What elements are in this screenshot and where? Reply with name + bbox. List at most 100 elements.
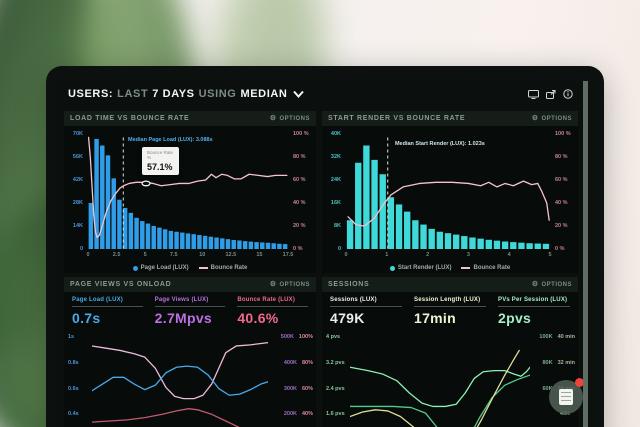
- bar: [428, 228, 435, 249]
- tick-label: 0.4s: [68, 411, 79, 418]
- tick-label: 70K: [72, 131, 83, 137]
- tick-label: 32K: [330, 154, 341, 160]
- bar: [363, 145, 370, 249]
- metric-page-views: Page Views (LUX) 2.7Mpvs: [154, 297, 226, 326]
- bar: [220, 238, 225, 249]
- bar: [128, 212, 134, 249]
- share-icon[interactable]: [546, 89, 556, 99]
- tick-label: 28K: [72, 200, 83, 206]
- tick-label: 56K: [72, 154, 83, 160]
- tick-label: 100K 40 min: [539, 334, 575, 340]
- options-button[interactable]: ⚙ OPTIONS: [269, 115, 310, 122]
- tick-label: 0 %: [555, 246, 565, 252]
- bar: [208, 236, 214, 249]
- tick-label: 40K: [330, 131, 341, 137]
- bar: [88, 203, 94, 249]
- chart-area: 40K 32K 24K 16K 8K 0 100 % 80 % 60 % 40 % 20 % 0 %…: [322, 126, 578, 273]
- panel-page-views-vs-onload: PAGE VIEWS VS ONLOAD ⚙ OPTIONS Page Load …: [64, 277, 316, 427]
- panel-title: SESSIONS: [328, 281, 370, 288]
- bar: [461, 236, 468, 249]
- legend-item[interactable]: Bounce Rate: [461, 265, 510, 271]
- panel-sessions: SESSIONS ⚙ OPTIONS Sessions (LUX) 479K Se…: [322, 277, 578, 427]
- tooltip-marker: [142, 181, 150, 186]
- bar: [157, 227, 162, 249]
- y-axis-right: 100 % 80 % 60 % 40 % 20 % 0 %: [290, 131, 316, 252]
- tick-label: 2: [426, 252, 430, 258]
- info-icon[interactable]: [563, 89, 573, 99]
- series-line: [92, 409, 268, 427]
- chart-area: 4 pvs 3.2 pvs 2.4 pvs 1.6 pvs 100K 40 min 80K…: [322, 331, 578, 427]
- tick-label: 3.2 pvs: [326, 359, 345, 366]
- bar: [355, 162, 362, 249]
- tick-label: 1.6 pvs: [326, 411, 345, 418]
- bar: [260, 242, 265, 249]
- bar: [271, 243, 276, 249]
- bar: [214, 237, 219, 249]
- metric-label: Bounce Rate (LUX): [237, 297, 309, 307]
- bar: [248, 241, 254, 249]
- metric-label: PVs Per Session (LUX): [498, 297, 570, 307]
- metric-value: 2pvs: [498, 310, 532, 326]
- legend-item[interactable]: Page Load (LUX): [132, 265, 189, 271]
- options-button[interactable]: ⚙ OPTIONS: [269, 281, 310, 288]
- tick-label: 10: [199, 252, 206, 258]
- bar: [518, 242, 525, 249]
- y-axis-left: 70K 56K 42K 28K 14K 0: [64, 131, 86, 252]
- metric-page-load: Page Load (LUX) 0.7s: [72, 297, 143, 326]
- chevron-down-icon[interactable]: [293, 90, 305, 98]
- metrics-row: Sessions (LUX) 479K Session Length (LUX)…: [322, 292, 578, 329]
- tick-label: 1: [385, 252, 389, 258]
- dashboard-screen: USERS: LAST 7 DAYS USING MEDIAN: [58, 81, 588, 427]
- tick-label: 17.5: [282, 252, 294, 258]
- series-line: [89, 137, 287, 237]
- panel-header: PAGE VIEWS VS ONLOAD ⚙ OPTIONS: [64, 277, 316, 292]
- legend-dash: [198, 267, 208, 269]
- app-header: USERS: LAST 7 DAYS USING MEDIAN: [58, 81, 583, 105]
- bar: [420, 224, 427, 249]
- notification-badge: [575, 378, 583, 387]
- metric-sessions: Sessions (LUX) 479K: [330, 297, 402, 326]
- bar: [452, 234, 460, 249]
- title-metric[interactable]: MEDIAN: [240, 88, 288, 100]
- chart-area: 70K 56K 42K 28K 14K 0 100 % 80 % 60 % 40 % 20 % 0 …: [64, 126, 316, 273]
- metric-label: Sessions (LUX): [330, 297, 402, 307]
- bar: [185, 233, 191, 249]
- legend-item[interactable]: Start Render (LUX): [389, 265, 451, 271]
- legend-dot: [389, 265, 395, 271]
- monitor-icon[interactable]: [528, 89, 539, 99]
- y-axis-right: 500K 100% 400K 80% 300K 60% 200K 40%: [269, 334, 313, 427]
- options-button[interactable]: ⚙ OPTIONS: [531, 115, 572, 122]
- chat-widget-button[interactable]: [549, 378, 583, 414]
- options-button[interactable]: ⚙ OPTIONS: [531, 281, 572, 288]
- tick-label: 42K: [72, 177, 83, 183]
- line-plot: [350, 337, 530, 427]
- tick-label: 100 %: [293, 131, 309, 137]
- panel-start-render-vs-bounce-rate: START RENDER VS BOUNCE RATE ⚙ OPTIONS 40K…: [322, 111, 578, 273]
- legend-item[interactable]: Bounce Rate: [198, 265, 247, 271]
- tick-label: 15: [256, 252, 263, 258]
- plot-area: Median Page Load (LUX): 3.088s Bounce Ra…: [88, 134, 288, 249]
- bar: [242, 241, 248, 249]
- title-range[interactable]: 7 DAYS: [152, 88, 195, 100]
- metric-bounce-rate: Bounce Rate (LUX) 40.6%: [237, 297, 309, 326]
- histogram-plot: [346, 134, 550, 249]
- series-line: [350, 375, 530, 427]
- bar: [145, 223, 151, 249]
- panel-title: LOAD TIME VS BOUNCE RATE: [70, 115, 190, 122]
- bar: [444, 233, 452, 249]
- gear-icon: ⚙: [531, 115, 539, 122]
- bar: [277, 243, 282, 249]
- tick-label: 7.5: [169, 252, 178, 258]
- bar: [111, 178, 116, 249]
- bar: [395, 204, 403, 249]
- bar: [180, 232, 185, 249]
- bar: [485, 239, 492, 249]
- bar: [346, 220, 354, 249]
- x-axis: 0 1 2 3 4 5: [344, 252, 551, 260]
- tooltip-label: Bounce Rate: [147, 149, 174, 155]
- panel-title: START RENDER VS BOUNCE RATE: [328, 115, 466, 122]
- page-title: USERS: LAST 7 DAYS USING MEDIAN: [68, 88, 305, 100]
- bar: [379, 174, 386, 249]
- tick-label: 80K 32 min: [542, 359, 575, 366]
- legend: Start Render (LUX) Bounce Rate: [322, 265, 578, 271]
